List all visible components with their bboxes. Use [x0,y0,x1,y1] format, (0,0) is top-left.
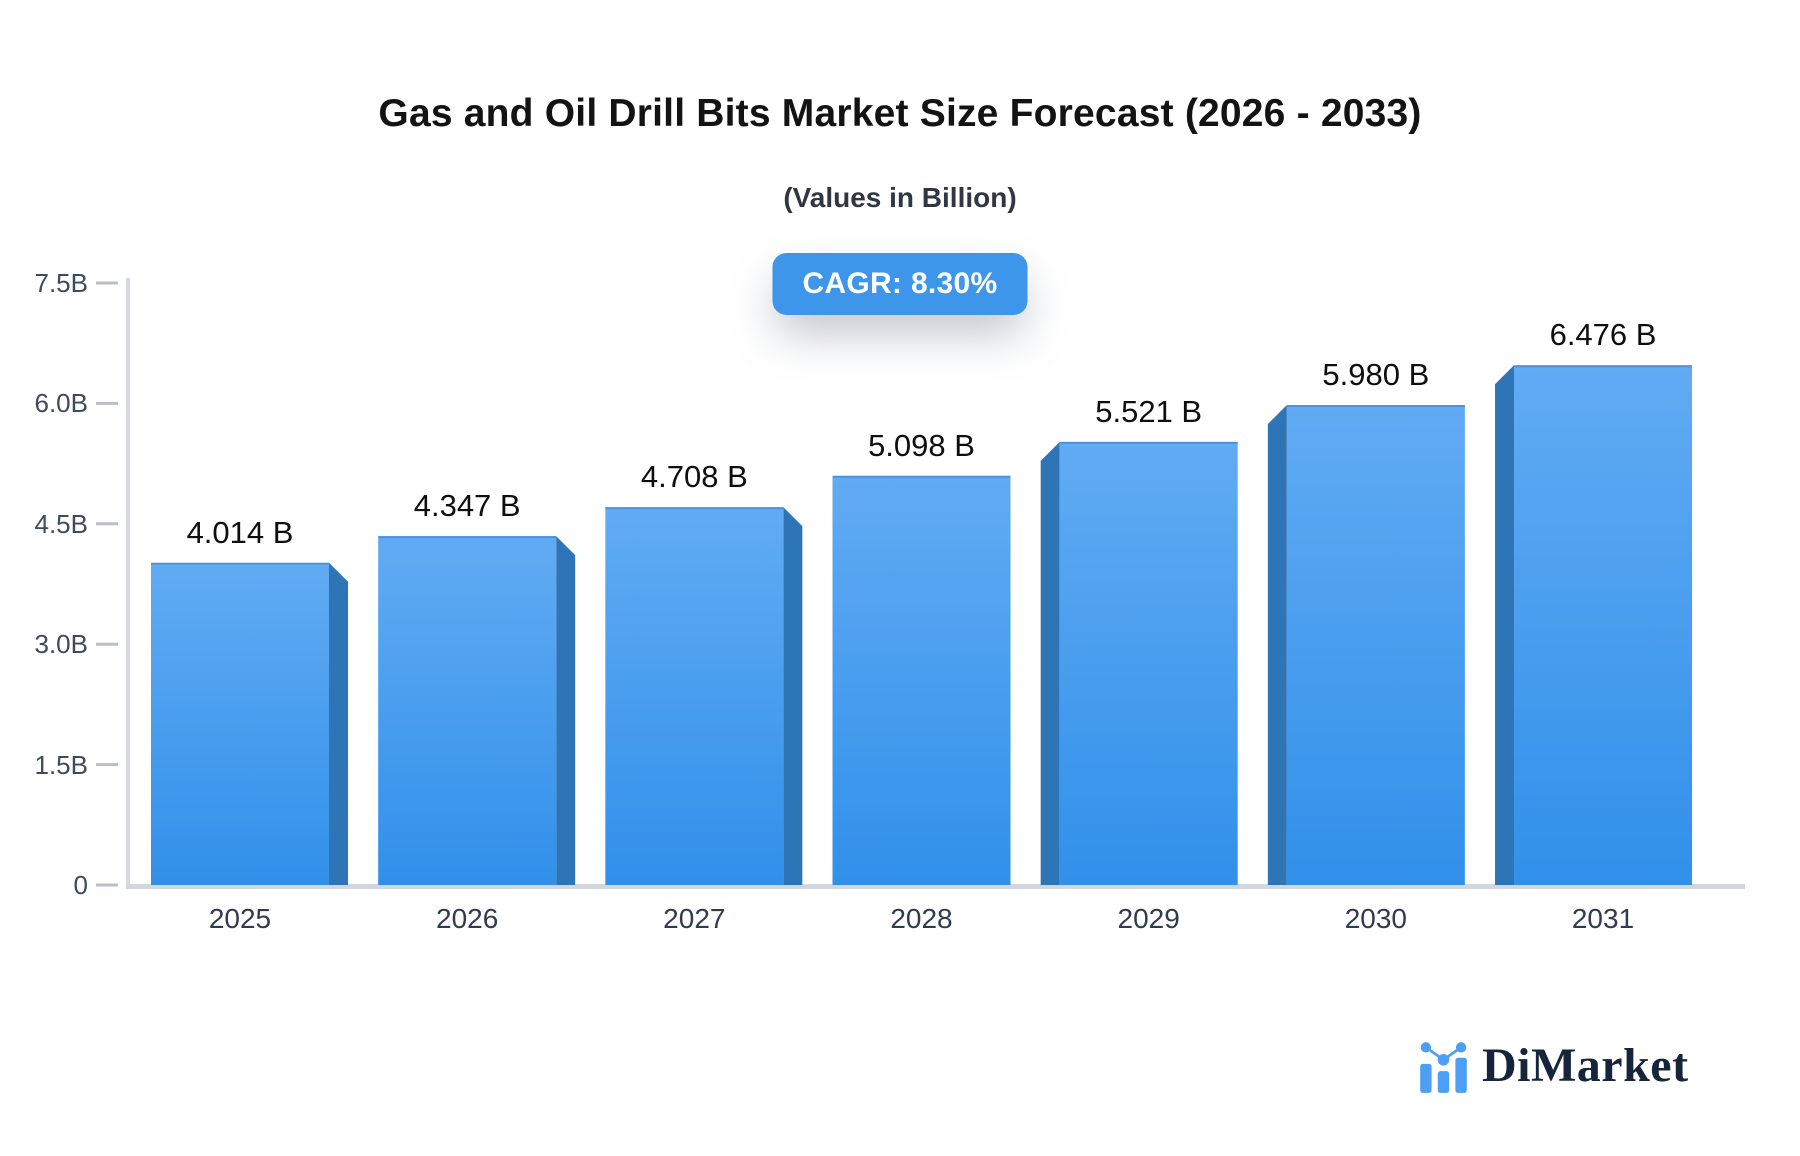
x-tick-label: 2028 [890,903,953,934]
chart-subtitle: (Values in Billion) [783,182,1017,213]
bar-face[interactable] [151,562,329,885]
x-tick-label: 2027 [663,903,726,934]
x-tick-label: 2026 [436,903,499,934]
bar-value-label: 4.347 B [413,488,521,524]
y-tick-label: 4.5B [34,508,89,539]
y-tick-label: 3.0B [34,629,89,660]
bar-face[interactable] [1286,405,1465,885]
bar-2031[interactable] [1495,365,1693,885]
bar-2029[interactable] [1040,441,1238,885]
y-tick-mark [96,281,118,285]
x-tick-label: 2029 [1117,903,1180,934]
bar-face[interactable] [378,536,557,885]
chart-title: Gas and Oil Drill Bits Market Size Forec… [378,92,1422,135]
bar-value-label: 4.708 B [640,459,748,495]
bar-face[interactable] [1059,441,1238,885]
x-tick-label: 2031 [1571,903,1635,934]
y-tick-mark [96,642,118,646]
bar-2030[interactable] [1267,405,1465,885]
x-tick-label: 2030 [1344,903,1407,934]
y-tick-label: 7.5B [34,268,89,298]
bar-side-3d [783,507,803,885]
bar-value-label: 6.476 B [1549,317,1657,353]
cagr-badge: CAGR: 8.30% [772,253,1028,315]
bar-side-3d [1267,405,1287,885]
y-tick-mark [96,401,118,405]
brand-name: DiMarket [1482,1039,1689,1092]
y-axis-line [126,278,130,889]
bars-layer [151,365,1693,885]
bar-value-label: 4.014 B [186,514,294,550]
y-tick-mark [96,883,118,887]
x-tick-label: 2025 [208,903,272,934]
y-tick-label: 0 [73,870,88,900]
y-tick-mark [96,522,118,526]
y-tick-label: 1.5B [34,749,89,780]
x-axis-baseline [126,884,1745,889]
bar-value-label: 5.521 B [1095,393,1203,429]
bar-face[interactable] [605,507,784,885]
bar-value-label: 5.098 B [868,427,975,463]
y-tick-label: 6.0B [34,388,89,419]
bar-side-3d [556,536,576,885]
brand-logo: DiMarket [1418,1036,1689,1096]
axis-layer [96,278,1745,889]
bar-2026[interactable] [378,536,576,885]
bar-face[interactable] [832,475,1011,885]
bar-face[interactable] [1514,365,1693,885]
y-tick-mark [96,763,118,767]
bar-2028[interactable] [832,475,1011,885]
bar-value-label: 5.980 B [1322,357,1430,392]
bar-side-3d [1040,441,1060,885]
bar-2025[interactable] [151,562,348,885]
mini-bar-line-chart-icon [1420,1042,1467,1093]
bar-side-3d [329,562,348,885]
bar-2027[interactable] [605,507,803,885]
bar-side-3d [1495,365,1515,885]
